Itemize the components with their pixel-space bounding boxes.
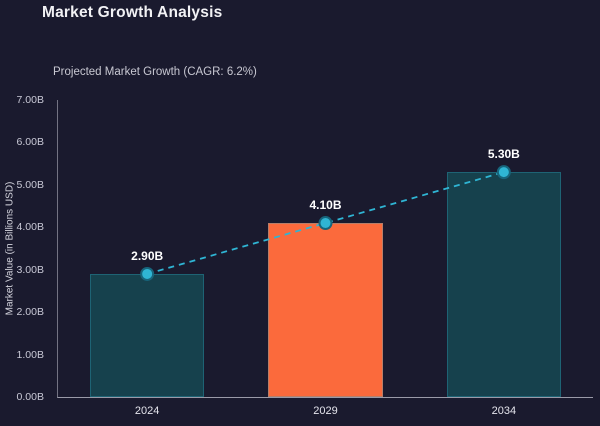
x-tick-label: 2034 [491,405,517,417]
bar-value-label: 4.10B [309,198,342,213]
y-tick-label: 0.00B [16,391,44,403]
bar-value-label: 5.30B [487,147,520,162]
x-tick-label: 2024 [134,405,160,417]
y-tick-label: 1.00B [16,348,44,361]
bar-value-label: 2.90B [131,248,164,263]
bar-2034 [446,172,561,397]
y-tick-label: 6.00B [16,136,44,149]
y-tick-label: 5.00B [16,178,44,191]
bar-2029 [268,223,383,397]
y-tick-label: 2.00B [16,306,44,319]
bar-2024 [90,273,205,397]
x-tick-label: 2029 [313,405,338,417]
y-axis-ticks: 0.00B 1.00B 2.00B 3.00B 4.00B 5.00B 6.00B 7.00B [0,94,48,403]
chart-subtitle: Projected Market Growth (CAGR: 6.2%) [53,66,257,78]
plot-area: 2.90B 2024 4.10B 2029 5.30B 2034 [57,100,593,417]
y-tick-label: 4.00B [16,221,44,234]
y-tick-label: 3.00B [16,263,44,276]
chart-title: Market Growth Analysis [42,4,223,21]
y-tick-label: 7.00B [16,94,44,106]
